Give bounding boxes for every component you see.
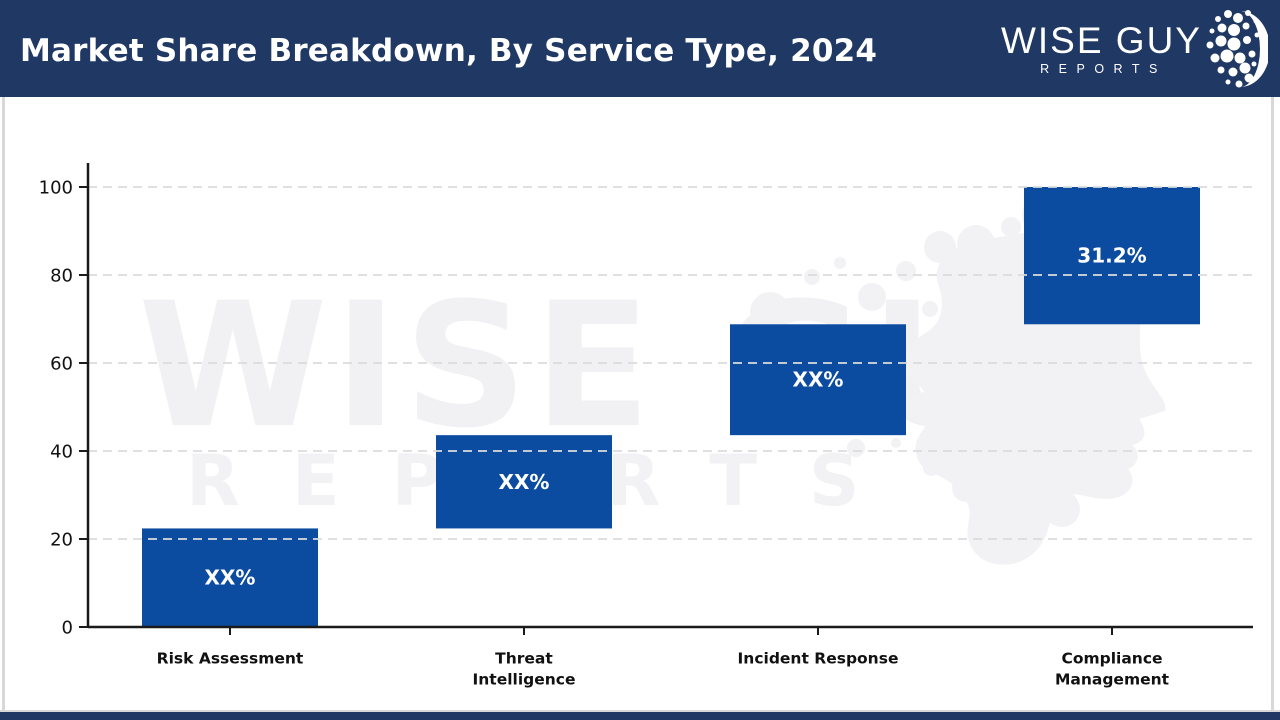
y-tick-label-100: 100 bbox=[39, 177, 73, 198]
x-category-label-incident-response: Incident Response bbox=[738, 649, 899, 667]
chart-svg: 0 20 40 60 80 100 Risk Assessment Threat Intelli… bbox=[39, 163, 1253, 688]
y-tick-label-0: 0 bbox=[62, 617, 73, 638]
bar-risk-assessment bbox=[142, 528, 318, 627]
brand-logo-text: WISE GUY REPORTS bbox=[1000, 19, 1202, 77]
bar-label-incident-response: XX% bbox=[793, 368, 844, 392]
bar-compliance-management bbox=[1024, 187, 1200, 325]
bar-incident-response bbox=[730, 324, 906, 436]
y-tick-label-40: 40 bbox=[50, 441, 73, 462]
footer-bar bbox=[0, 710, 1280, 720]
brand-logo: WISE GUY REPORTS bbox=[1001, 6, 1268, 92]
bar-label-risk-assessment: XX% bbox=[205, 566, 256, 590]
x-category-label-compliance-management: Management bbox=[1055, 670, 1170, 688]
x-category-label-threat-intelligence: Intelligence bbox=[472, 670, 575, 688]
y-tick-label-60: 60 bbox=[50, 353, 73, 374]
bar-label-compliance-management: 31.2% bbox=[1077, 244, 1146, 268]
panel-border-right bbox=[1271, 97, 1274, 712]
brand-name: WISE GUY bbox=[1000, 19, 1202, 61]
panel-border-left bbox=[1, 97, 5, 712]
bar-label-threat-intelligence: XX% bbox=[499, 470, 550, 494]
brand-tagline: REPORTS bbox=[1040, 62, 1167, 77]
brand-face-icon bbox=[1206, 10, 1268, 88]
x-category-label-risk-assessment: Risk Assessment bbox=[157, 649, 304, 667]
y-tick-label-80: 80 bbox=[50, 265, 73, 286]
x-category-label-compliance-management: Compliance bbox=[1061, 649, 1162, 667]
header: Market Share Breakdown, By Service Type,… bbox=[0, 0, 1280, 97]
y-tick-label-20: 20 bbox=[50, 529, 73, 550]
page-title: Market Share Breakdown, By Service Type,… bbox=[20, 33, 878, 69]
x-category-label-threat-intelligence: Threat bbox=[495, 649, 553, 667]
